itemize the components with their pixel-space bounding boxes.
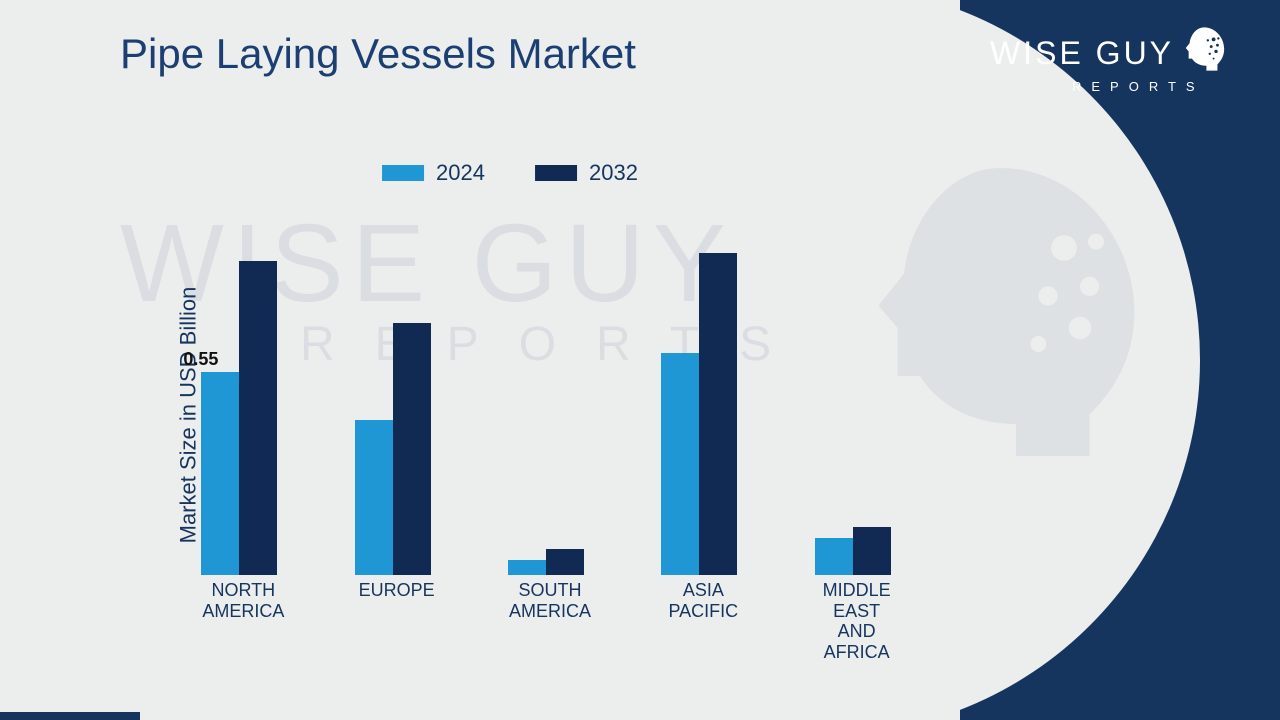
legend-item-2024: 2024 xyxy=(382,160,485,186)
brand-name-text: WISE GUY xyxy=(990,35,1174,72)
legend-item-2032: 2032 xyxy=(535,160,638,186)
chart-area: Market Size in USD Billion 2024 2032 0.5… xyxy=(60,165,960,665)
brand-name: WISE GUY xyxy=(990,25,1250,81)
plot-area: 0.55 xyxy=(150,205,950,575)
bar-2024 xyxy=(815,538,853,575)
bar-2032 xyxy=(239,261,277,576)
legend-label-2024: 2024 xyxy=(436,160,485,186)
x-axis-label: MIDDLEEASTANDAFRICA xyxy=(797,580,917,663)
brand-logo: WISE GUY REPORTS xyxy=(990,25,1250,94)
bar-2032 xyxy=(393,323,431,575)
bar-value-label: 0.55 xyxy=(183,349,218,370)
x-axis-label: NORTHAMERICA xyxy=(183,580,303,621)
legend: 2024 2032 xyxy=(382,160,638,186)
legend-swatch-2032 xyxy=(535,165,577,181)
head-icon xyxy=(1180,25,1228,81)
x-axis-label: ASIAPACIFIC xyxy=(643,580,763,621)
x-axis-label: SOUTHAMERICA xyxy=(490,580,610,621)
legend-label-2032: 2032 xyxy=(589,160,638,186)
bar-2032 xyxy=(699,253,737,575)
bar-2024 xyxy=(508,560,546,575)
bar-2024 xyxy=(355,420,393,575)
bottom-accent-strip xyxy=(0,712,140,720)
brand-subtitle: REPORTS xyxy=(1072,79,1250,94)
bar-2024 xyxy=(201,372,239,576)
chart-title: Pipe Laying Vessels Market xyxy=(120,30,636,78)
legend-swatch-2024 xyxy=(382,165,424,181)
x-axis-label: EUROPE xyxy=(337,580,457,601)
bar-2032 xyxy=(546,549,584,575)
bar-2032 xyxy=(853,527,891,575)
bar-2024 xyxy=(661,353,699,575)
page-root: WISE GUY REPORTS Pipe Laying Vessels Mar… xyxy=(0,0,1280,720)
